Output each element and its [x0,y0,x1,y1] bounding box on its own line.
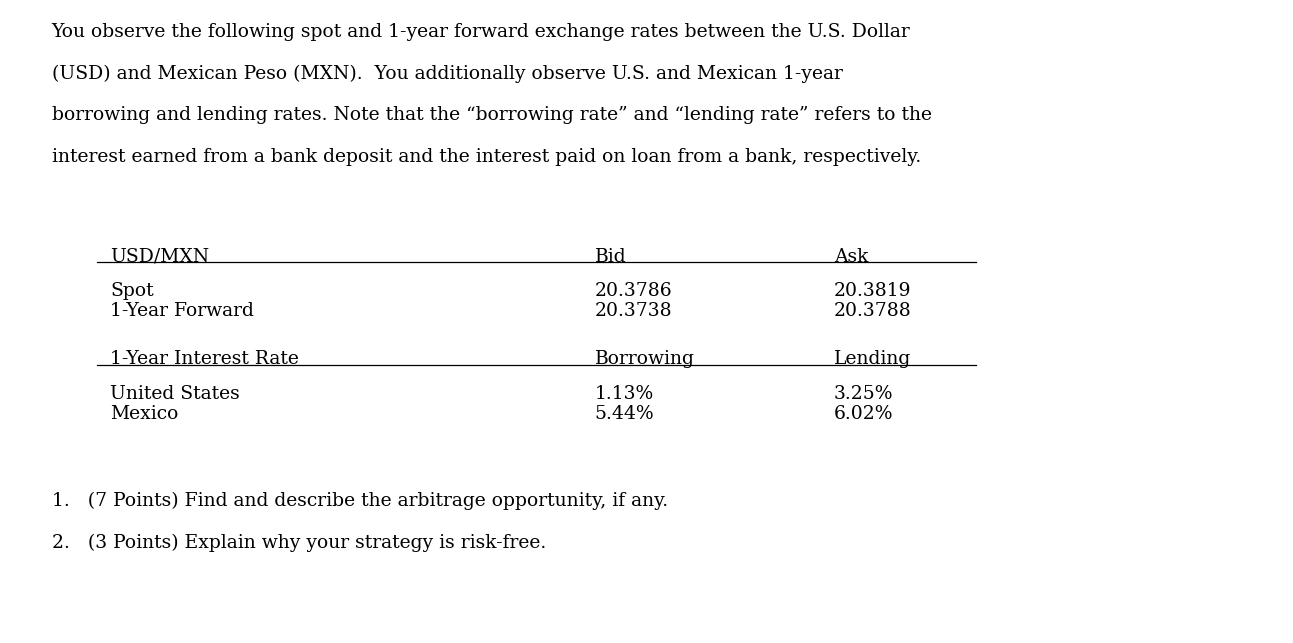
Text: 6.02%: 6.02% [834,405,893,423]
Text: 20.3788: 20.3788 [834,302,912,320]
Text: 20.3738: 20.3738 [595,302,672,320]
Text: Lending: Lending [834,350,912,368]
Text: Mexico: Mexico [110,405,178,423]
Text: interest earned from a bank deposit and the interest paid on loan from a bank, r: interest earned from a bank deposit and … [52,148,921,166]
Text: 2.   (3 Points) Explain why your strategy is risk-free.: 2. (3 Points) Explain why your strategy … [52,534,546,552]
Text: (USD) and Mexican Peso (MXN).  You additionally observe U.S. and Mexican 1-year: (USD) and Mexican Peso (MXN). You additi… [52,64,843,82]
Text: 1.   (7 Points) Find and describe the arbitrage opportunity, if any.: 1. (7 Points) Find and describe the arbi… [52,492,668,510]
Text: 1-Year Interest Rate: 1-Year Interest Rate [110,350,299,368]
Text: 1.13%: 1.13% [595,385,654,403]
Text: 20.3786: 20.3786 [595,282,672,300]
Text: Spot: Spot [110,282,154,300]
Text: Ask: Ask [834,248,869,266]
Text: 20.3819: 20.3819 [834,282,912,300]
Text: United States: United States [110,385,239,403]
Text: 3.25%: 3.25% [834,385,893,403]
Text: You observe the following spot and 1-year forward exchange rates between the U.S: You observe the following spot and 1-yea… [52,23,910,41]
Text: 5.44%: 5.44% [595,405,654,423]
Text: USD/MXN: USD/MXN [110,248,209,266]
Text: Borrowing: Borrowing [595,350,694,368]
Text: borrowing and lending rates. Note that the “borrowing rate” and “lending rate” r: borrowing and lending rates. Note that t… [52,106,932,124]
Text: Bid: Bid [595,248,626,266]
Text: 1-Year Forward: 1-Year Forward [110,302,253,320]
